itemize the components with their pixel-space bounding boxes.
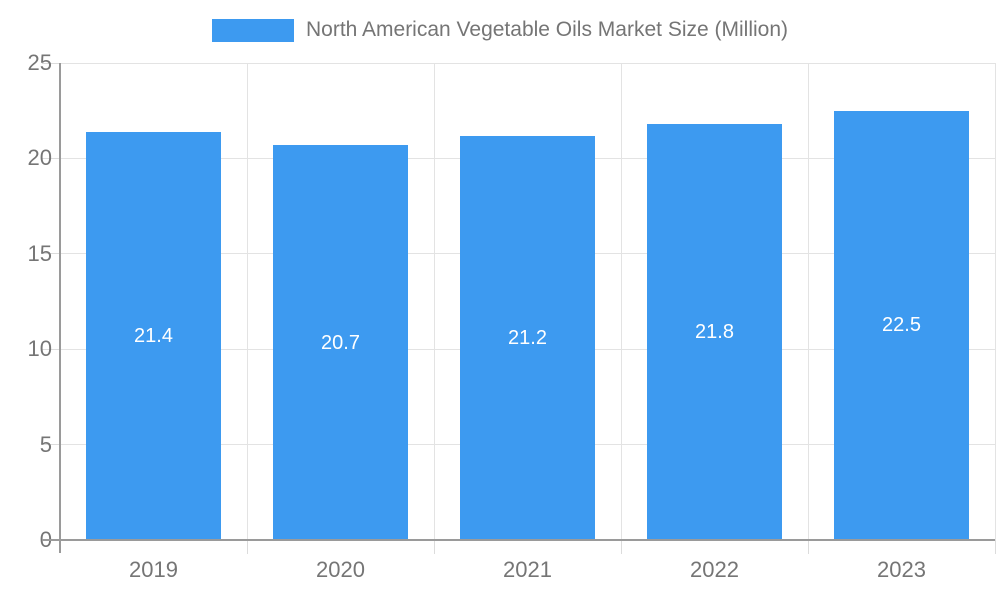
- y-tick-mark: [42, 62, 60, 64]
- y-axis-tick-label: 25: [27, 50, 52, 75]
- y-tick-mark: [42, 253, 60, 255]
- x-tick-mark: [433, 540, 435, 554]
- v-gridline: [620, 63, 622, 540]
- x-axis-line: [42, 539, 995, 541]
- bar: [460, 135, 595, 540]
- legend-label: North American Vegetable Oils Market Siz…: [305, 18, 788, 41]
- x-tick-mark: [620, 540, 622, 554]
- x-axis-tick-label: 2019: [129, 557, 178, 582]
- legend[interactable]: North American Vegetable Oils Market Siz…: [0, 18, 1000, 42]
- y-axis-tick-label: 5: [39, 431, 52, 457]
- legend-swatch: [211, 18, 294, 42]
- v-gridline: [994, 63, 996, 540]
- bar-value-label: 22.5: [882, 314, 921, 337]
- y-tick-mark: [42, 157, 60, 159]
- v-gridline: [433, 63, 435, 540]
- bar-value-label: 21.2: [508, 326, 547, 349]
- bar-value-label: 21.4: [134, 324, 173, 347]
- x-axis-tick-label: 2021: [503, 557, 552, 582]
- y-axis-tick-label: 15: [27, 240, 52, 266]
- bar-value-label: 20.7: [321, 331, 360, 354]
- bar: [86, 131, 221, 540]
- bar: [647, 124, 782, 540]
- x-axis-tick-label: 2023: [877, 557, 926, 582]
- y-axis-line: [59, 63, 61, 553]
- x-tick-mark: [246, 540, 248, 554]
- y-axis-tick-label: 20: [27, 145, 52, 171]
- y-tick-mark: [42, 444, 60, 446]
- h-gridline: [60, 62, 995, 64]
- v-gridline: [807, 63, 809, 540]
- bar: [834, 110, 969, 540]
- bar: [273, 145, 408, 540]
- bar-value-label: 21.8: [695, 321, 734, 344]
- y-axis-tick-label: 10: [27, 336, 52, 362]
- x-tick-mark: [807, 540, 809, 554]
- y-tick-mark: [42, 348, 60, 350]
- x-axis-tick-label: 2020: [316, 557, 365, 582]
- v-gridline: [246, 63, 248, 540]
- x-tick-mark: [994, 540, 996, 554]
- x-axis-tick-label: 2022: [690, 557, 739, 582]
